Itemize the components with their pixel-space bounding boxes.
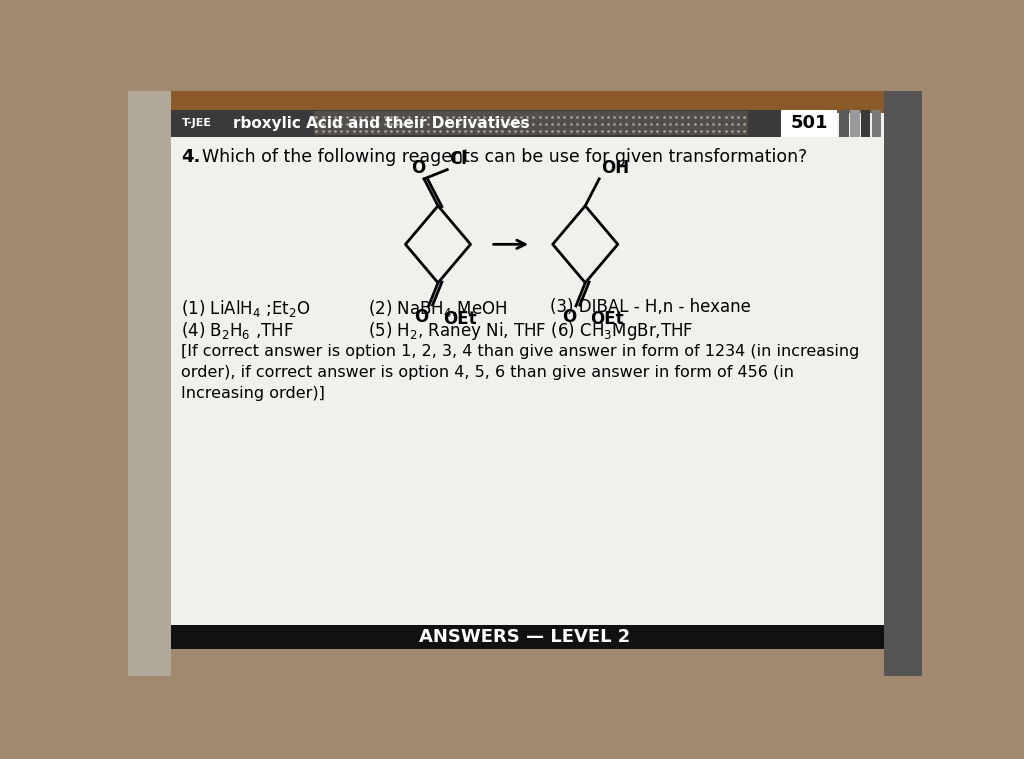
Text: T-JEE: T-JEE <box>182 118 212 128</box>
Bar <box>128 91 171 676</box>
Text: (2) NaBH$_4$,MeOH: (2) NaBH$_4$,MeOH <box>369 298 508 320</box>
Text: Cl: Cl <box>450 150 468 168</box>
Bar <box>884 91 922 676</box>
Bar <box>861 109 870 137</box>
Bar <box>223 109 781 137</box>
Bar <box>171 113 884 648</box>
Text: (5) H$_2$, Raney Ni, THF (6) CH$_3$MgBr,THF: (5) H$_2$, Raney Ni, THF (6) CH$_3$MgBr,… <box>369 320 693 342</box>
Bar <box>840 109 849 137</box>
Text: ANSWERS — LEVEL 2: ANSWERS — LEVEL 2 <box>419 628 631 646</box>
Text: OEt: OEt <box>442 310 476 328</box>
Text: OH: OH <box>601 159 630 178</box>
Bar <box>850 109 859 137</box>
Bar <box>171 109 223 137</box>
Text: 4.: 4. <box>180 148 200 166</box>
Bar <box>781 109 838 137</box>
Text: (1) LiAlH$_4$ ;Et$_2$O: (1) LiAlH$_4$ ;Et$_2$O <box>180 298 310 320</box>
Text: Which of the following reagents can be use for given transformation?: Which of the following reagents can be u… <box>202 148 807 166</box>
Bar <box>872 109 882 137</box>
Text: O: O <box>415 308 429 326</box>
Text: O: O <box>562 308 577 326</box>
Text: 501: 501 <box>791 114 828 132</box>
Text: OEt: OEt <box>590 310 624 328</box>
Text: (3) DIBAL - H,n - hexane: (3) DIBAL - H,n - hexane <box>550 298 752 317</box>
Bar <box>314 111 748 135</box>
Text: [If correct answer is option 1, 2, 3, 4 than give answer in form of 1234 (in inc: [If correct answer is option 1, 2, 3, 4 … <box>180 345 859 402</box>
Text: (4) B$_2$H$_6$ ,THF: (4) B$_2$H$_6$ ,THF <box>180 320 293 341</box>
Bar <box>171 625 884 648</box>
Bar <box>128 91 922 137</box>
Text: rboxylic Acid and their Derivatives: rboxylic Acid and their Derivatives <box>232 115 529 131</box>
Text: O: O <box>411 159 425 178</box>
